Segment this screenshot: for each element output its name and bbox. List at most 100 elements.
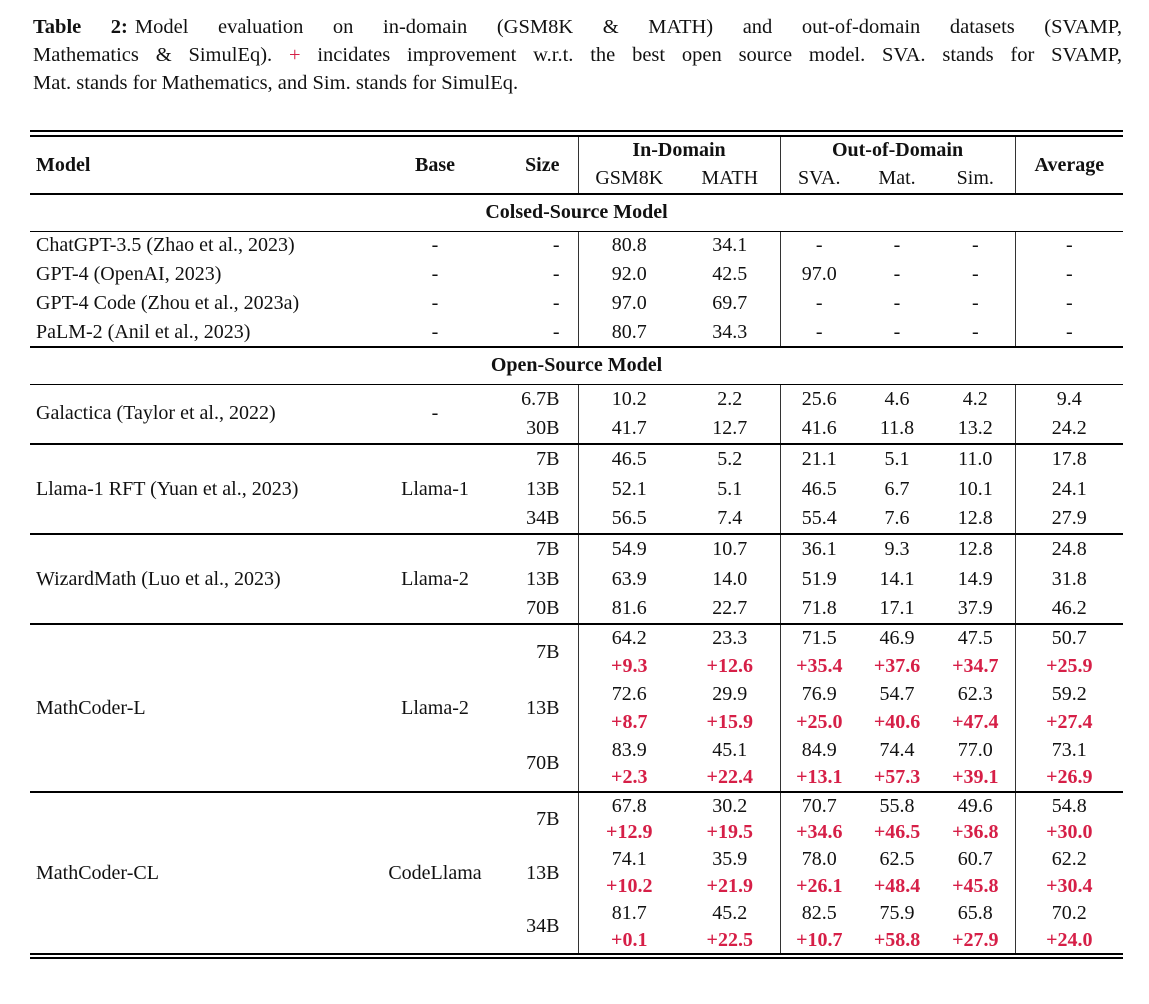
cell-gsm8k-delta: +9.3 bbox=[577, 652, 680, 680]
cell-sim: 12.8 bbox=[957, 507, 993, 529]
section-title: Open-Source Model bbox=[30, 346, 1124, 385]
cell-average-delta: +30.4 bbox=[1014, 873, 1124, 900]
cell-model: Llama-1 RFT (Yuan et al., 2023) bbox=[30, 443, 375, 534]
cell-sim-delta: +34.7 bbox=[952, 654, 999, 677]
cell-gsm8k: 83.9 bbox=[577, 736, 680, 764]
cell-math: 5.1 bbox=[717, 477, 743, 500]
cell-math: 14.0 bbox=[712, 567, 748, 590]
cell-math: 35.9 bbox=[712, 848, 748, 870]
cell-base: - bbox=[431, 292, 439, 314]
cell-math: 69.7 bbox=[712, 292, 748, 314]
header-row-top: Model Base Size In-Domain Out-of-Domain … bbox=[30, 136, 1124, 194]
cell-base: Llama-1 bbox=[375, 443, 495, 534]
cell-gsm8k: 10.2 bbox=[577, 384, 680, 414]
cell-gsm8k: 54.9 bbox=[577, 533, 680, 564]
cell-math: 34.3 bbox=[712, 320, 748, 343]
cell-mat: 14.1 bbox=[879, 567, 915, 590]
table-row: 13B 74.1 35.9 78.0 62.5 60.7 62.2 bbox=[30, 846, 1124, 884]
cell-sva: 97.0 bbox=[779, 260, 859, 289]
cell-math: 2.2 bbox=[717, 387, 743, 410]
table-row: GPT-4 Code (Zhou et al., 2023a) - -97.0 69.… bbox=[30, 289, 1124, 318]
table-row: 70B 83.9 45.1 84.9 74.4 77.0 73.1 bbox=[30, 736, 1124, 774]
cell-math-delta: +22.5 bbox=[706, 928, 753, 951]
cell-mat: 55.8 bbox=[858, 791, 937, 819]
table-row: WizardMath (Luo et al., 2023) Llama-2 7B 54… bbox=[30, 533, 1124, 624]
cell-average: 9.4 bbox=[1014, 384, 1124, 414]
caption-label: Table 2: bbox=[33, 16, 128, 38]
table-header: Model Base Size In-Domain Out-of-Domain … bbox=[30, 136, 1124, 194]
cell-size: 7B bbox=[495, 791, 578, 846]
cell-math-delta: +12.6 bbox=[706, 654, 753, 677]
table-row: MathCoder-L Llama-2 7B 64.2 23.3 71.5 46.9 47.5… bbox=[30, 623, 1124, 792]
cell-sim: - bbox=[971, 320, 979, 343]
section-header-row: Open-Source Model bbox=[30, 346, 1124, 385]
cell-base: - bbox=[431, 263, 439, 285]
table-row-improvement: +10.2 +21.9 +26.1 +48.4 +45.8 +30.4 bbox=[30, 873, 1124, 900]
cell-mat: - bbox=[893, 234, 901, 257]
cell-gsm8k: 81.7 bbox=[577, 900, 680, 927]
cell-size: 13B bbox=[526, 696, 560, 719]
cell-gsm8k: 80.8 bbox=[577, 231, 680, 260]
cell-model: ChatGPT-3.5 (Zhao et al., 2023) bbox=[36, 234, 295, 257]
cell-math: 22.7 bbox=[712, 597, 748, 619]
cell-average: 62.2 bbox=[1014, 846, 1124, 873]
cell-math: 12.7 bbox=[712, 417, 748, 439]
cell-average: - bbox=[1014, 231, 1124, 260]
cell-sim-delta: +47.4 bbox=[952, 710, 999, 733]
cell-sim: 49.6 bbox=[936, 791, 1016, 819]
cell-sva-delta: +13.1 bbox=[779, 764, 859, 792]
cell-gsm8k: 52.1 bbox=[577, 474, 680, 504]
cell-sim: 47.5 bbox=[936, 623, 1016, 652]
cell-size: - bbox=[552, 320, 560, 343]
cell-size: 13B bbox=[526, 567, 560, 590]
cell-math: 10.7 bbox=[680, 533, 781, 564]
cell-sim-delta: +27.9 bbox=[952, 928, 999, 951]
cell-mat-delta: +57.3 bbox=[873, 766, 921, 788]
caption-line-3: Mat. stands for Mathematics, and Sim. st… bbox=[33, 72, 519, 94]
cell-sim: 4.2 bbox=[962, 387, 988, 410]
table-row: 13B 63.9 14.0 51.9 14.1 14.9 31.8 bbox=[30, 564, 1124, 594]
cell-average: 17.8 bbox=[1014, 443, 1124, 474]
cell-math: 45.2 bbox=[712, 902, 748, 924]
cell-gsm8k: 64.2 bbox=[577, 623, 680, 652]
cell-mat-delta: +37.6 bbox=[873, 654, 921, 677]
cell-model: MathCoder-CL bbox=[30, 791, 375, 954]
table-row-improvement: +0.1 +22.5 +10.7 +58.8 +27.9 +24.0 bbox=[30, 927, 1124, 954]
cell-sim: 11.0 bbox=[936, 443, 1016, 474]
caption-line-2: Mathematics & SimulEq). + incidates impr… bbox=[33, 41, 1122, 69]
cell-sva: 25.6 bbox=[779, 384, 859, 414]
col-header-in-domain: In-Domain bbox=[577, 136, 781, 164]
cell-base: Llama-2 bbox=[375, 623, 495, 792]
cell-model: Galactica (Taylor et al., 2022) bbox=[36, 402, 276, 425]
cell-model: PaLM-2 (Anil et al., 2023) bbox=[36, 320, 251, 343]
cell-sva: 71.5 bbox=[779, 623, 859, 652]
table-row: MathCoder-CL CodeLlama 7B 67.8 30.2 70.7 55.8 4… bbox=[30, 791, 1124, 954]
cell-average: - bbox=[1014, 318, 1124, 347]
cell-mat: 5.1 bbox=[858, 443, 937, 474]
cell-average: 46.2 bbox=[1014, 594, 1124, 624]
table-row: 13B 72.6 29.9 76.9 54.7 62.3 59.2 bbox=[30, 680, 1124, 719]
cell-base: CodeLlama bbox=[375, 791, 495, 954]
cell-base: - bbox=[431, 234, 439, 257]
cell-sva-delta: +35.4 bbox=[779, 652, 859, 680]
cell-sva: - bbox=[779, 231, 859, 260]
cell-mat: - bbox=[893, 292, 901, 314]
cell-sim: 60.7 bbox=[957, 848, 993, 870]
cell-sva-delta: +34.6 bbox=[779, 819, 859, 846]
section-header-row: Colsed-Source Model bbox=[30, 194, 1124, 232]
cell-sva-delta: +26.1 bbox=[779, 873, 859, 900]
cell-gsm8k: 80.7 bbox=[577, 318, 680, 347]
cell-gsm8k: 63.9 bbox=[577, 564, 680, 594]
cell-average: 54.8 bbox=[1014, 791, 1124, 819]
cell-math-delta: +15.9 bbox=[706, 710, 753, 733]
cell-gsm8k: 56.5 bbox=[577, 504, 680, 534]
table-row: Galactica (Taylor et al., 2022) - 6.7B 10.2… bbox=[30, 384, 1124, 424]
cell-sva: 70.7 bbox=[779, 791, 859, 819]
cell-sva: 84.9 bbox=[779, 736, 859, 764]
cell-average-delta: +26.9 bbox=[1014, 764, 1124, 792]
col-header-base: Base bbox=[415, 153, 455, 176]
cell-size: 7B bbox=[495, 623, 578, 680]
cell-sim: 13.2 bbox=[957, 417, 993, 439]
cell-average: 73.1 bbox=[1014, 736, 1124, 764]
cell-average: 31.8 bbox=[1014, 564, 1124, 594]
